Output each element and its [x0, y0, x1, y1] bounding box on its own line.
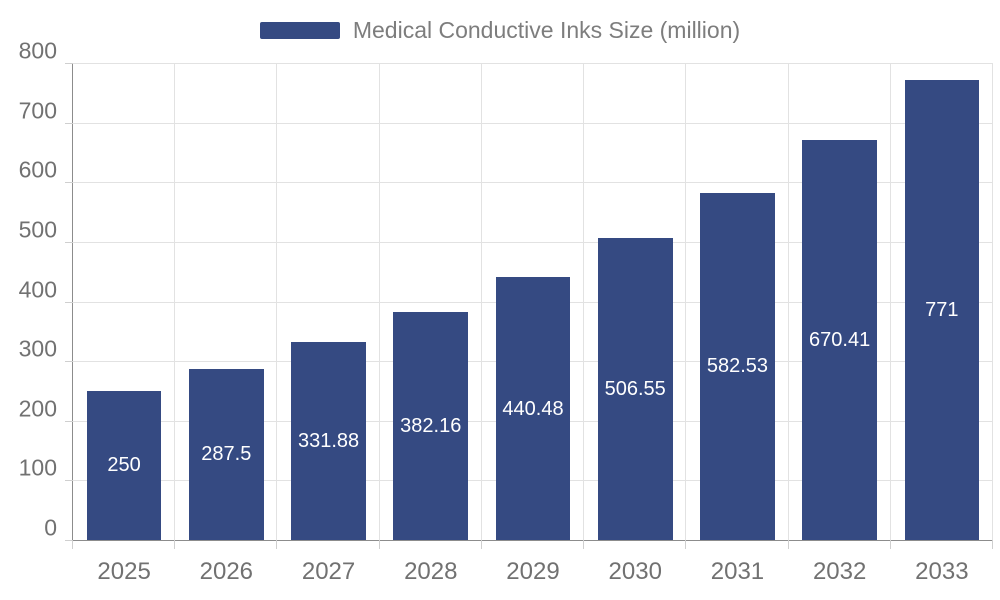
- x-gridline: [889, 63, 891, 540]
- y-tick-mark: [65, 63, 73, 64]
- y-tick-label: 500: [18, 216, 57, 243]
- x-tick-mark: [480, 540, 482, 549]
- bar-value-label: 440.48: [502, 397, 564, 420]
- bar: 582.53: [700, 192, 775, 540]
- y-gridline: [73, 241, 993, 243]
- y-tick-label: 0: [44, 514, 57, 541]
- x-tick-label: 2030: [608, 558, 662, 585]
- y-tick-label: 400: [18, 276, 57, 302]
- x-tick-label: 2032: [812, 558, 867, 585]
- y-tick-label: 100: [18, 454, 57, 481]
- y-tick-mark: [65, 241, 73, 243]
- y-tick-mark: [65, 361, 73, 363]
- bar-value-label: 331.88: [297, 430, 360, 453]
- bar: 440.48: [495, 277, 571, 540]
- x-tick-label: 2029: [506, 558, 560, 585]
- bar: 670.41: [802, 140, 877, 540]
- y-tick-label: 800: [18, 37, 57, 64]
- x-tick-mark: [174, 540, 176, 549]
- x-gridline: [174, 63, 176, 540]
- x-gridline: [685, 63, 687, 540]
- x-tick-mark: [583, 540, 585, 549]
- x-tick-mark: [889, 540, 891, 549]
- bar: 331.88: [291, 342, 366, 540]
- x-tick-label: 2026: [199, 558, 254, 585]
- bar-value-label: 771: [925, 299, 959, 322]
- bar: 771: [904, 80, 980, 540]
- x-tick-label: 2031: [710, 558, 765, 585]
- y-gridline: [73, 63, 993, 64]
- bar: 250: [86, 390, 162, 540]
- y-tick-mark: [65, 480, 73, 482]
- x-axis-line: [72, 540, 993, 541]
- x-tick-mark: [992, 540, 993, 549]
- x-gridline: [276, 63, 278, 540]
- x-tick-mark: [378, 540, 380, 549]
- bar: 382.16: [393, 312, 469, 540]
- x-gridline: [992, 63, 993, 540]
- y-tick-mark: [65, 122, 73, 124]
- bar-value-label: 382.16: [400, 415, 462, 438]
- y-tick-mark: [65, 182, 73, 184]
- x-tick-mark: [72, 540, 73, 549]
- legend-label: Medical Conductive Inks Size (million): [352, 17, 741, 43]
- x-tick-mark: [787, 540, 789, 549]
- x-gridline: [787, 63, 789, 540]
- y-gridline: [73, 182, 993, 184]
- y-tick-mark: [65, 301, 73, 303]
- y-tick-label: 700: [18, 97, 57, 124]
- y-tick-mark: [65, 540, 73, 541]
- bar-value-label: 250: [107, 454, 141, 477]
- x-tick-label: 2033: [915, 558, 969, 585]
- x-tick-mark: [276, 540, 278, 549]
- bar: 287.5: [189, 368, 264, 540]
- x-gridline: [583, 63, 585, 540]
- y-tick-mark: [65, 420, 73, 422]
- x-tick-label: 2028: [404, 558, 458, 585]
- y-gridline: [73, 122, 993, 124]
- y-tick-label: 600: [18, 156, 57, 183]
- plot-area: 0 100 200 300 400 500 600 700 800 2025 250 2026 287.…: [19, 39, 993, 584]
- bar-value-label: 670.41: [809, 329, 871, 352]
- x-tick-mark: [685, 540, 687, 549]
- chart-legend[interactable]: Medical Conductive Inks Size (million): [0, 19, 1000, 42]
- bar-value-label: 287.5: [201, 443, 252, 466]
- bar-value-label: 506.55: [604, 377, 666, 400]
- legend-swatch-icon: [259, 22, 340, 39]
- x-gridline: [480, 63, 482, 540]
- x-gridline: [378, 63, 380, 540]
- y-tick-label: 200: [18, 395, 57, 422]
- x-tick-label: 2027: [301, 558, 356, 585]
- x-tick-label: 2025: [97, 558, 151, 585]
- bar: 506.55: [597, 237, 673, 540]
- y-tick-label: 300: [18, 335, 57, 362]
- bar-value-label: 582.53: [706, 355, 769, 378]
